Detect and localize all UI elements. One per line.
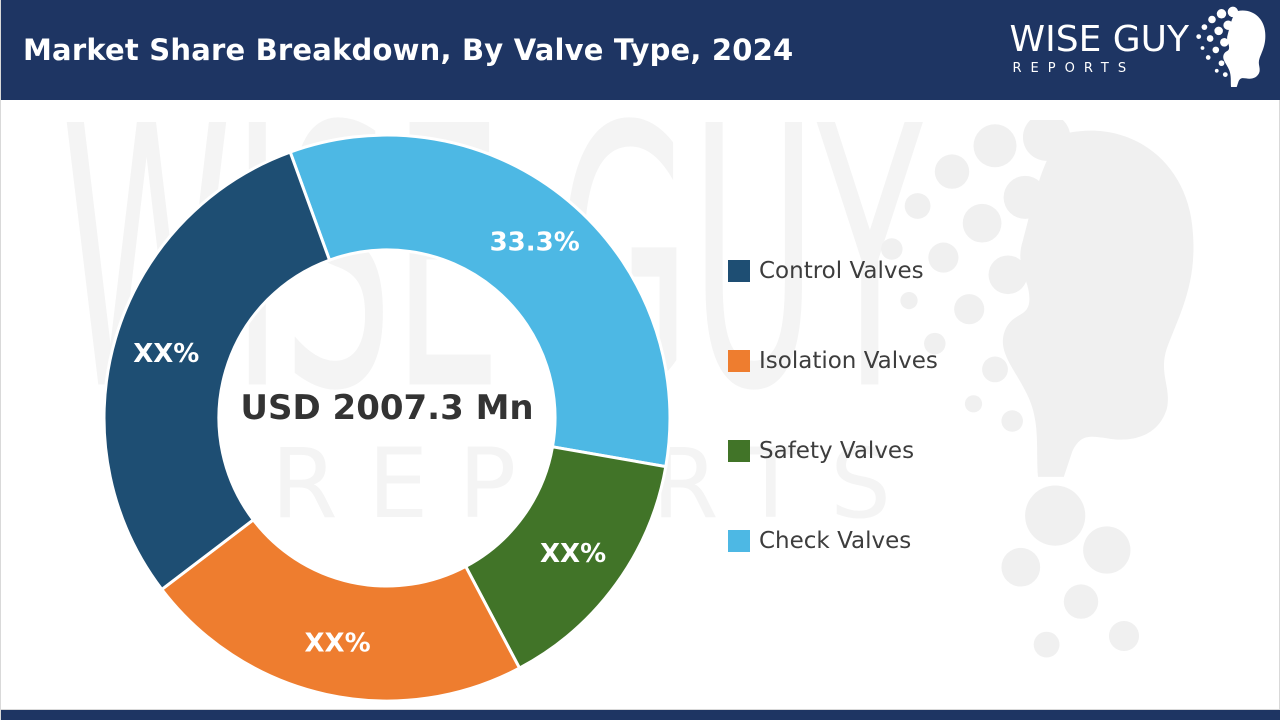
legend-item-isolation-valves: Isolation Valves — [728, 348, 938, 374]
legend-item-control-valves: Control Valves — [728, 258, 938, 284]
wiseguy-face-icon — [1196, 6, 1266, 87]
logo-line1: WISE GUY — [1009, 19, 1190, 61]
legend: Control Valves Isolation Valves Safety Val… — [728, 258, 938, 554]
donut-slice-isolation-valves — [159, 517, 522, 703]
header: Market Share Breakdown, By Valve Type, 2… — [1, 0, 1280, 100]
slice-label-isolation-valves: XX% — [305, 629, 371, 659]
slice-label-check-valves: 33.3% — [490, 228, 580, 258]
center-value: USD 2007.3 Mn — [240, 388, 534, 428]
legend-label-check-valves: Check Valves — [759, 527, 912, 554]
legend-label-safety-valves: Safety Valves — [759, 437, 915, 464]
page-title: Market Share Breakdown, By Valve Type, 2… — [23, 33, 794, 67]
legend-label-isolation-valves: Isolation Valves — [759, 347, 938, 374]
donut-slice-control-valves — [102, 150, 332, 592]
wiseguy-logo: WISE GUY REPORTS — [1010, 6, 1270, 90]
slice-label-control-valves: XX% — [133, 339, 199, 369]
legend-label-control-valves: Control Valves — [759, 257, 924, 284]
logo-line2: REPORTS — [1012, 60, 1136, 76]
slice-label-safety-valves: XX% — [540, 539, 606, 569]
footer-bar — [1, 710, 1280, 720]
legend-item-check-valves: Check Valves — [728, 528, 938, 554]
legend-item-safety-valves: Safety Valves — [728, 438, 938, 464]
legend-swatch-isolation-valves — [728, 350, 750, 372]
donut-slice-check-valves — [288, 133, 672, 469]
legend-swatch-control-valves — [728, 260, 750, 282]
legend-swatch-safety-valves — [728, 440, 750, 462]
legend-swatch-check-valves — [728, 530, 750, 552]
wiseguy-logo-text: WISE GUY REPORTS — [1010, 20, 1190, 76]
footer-divider — [1, 709, 1280, 710]
